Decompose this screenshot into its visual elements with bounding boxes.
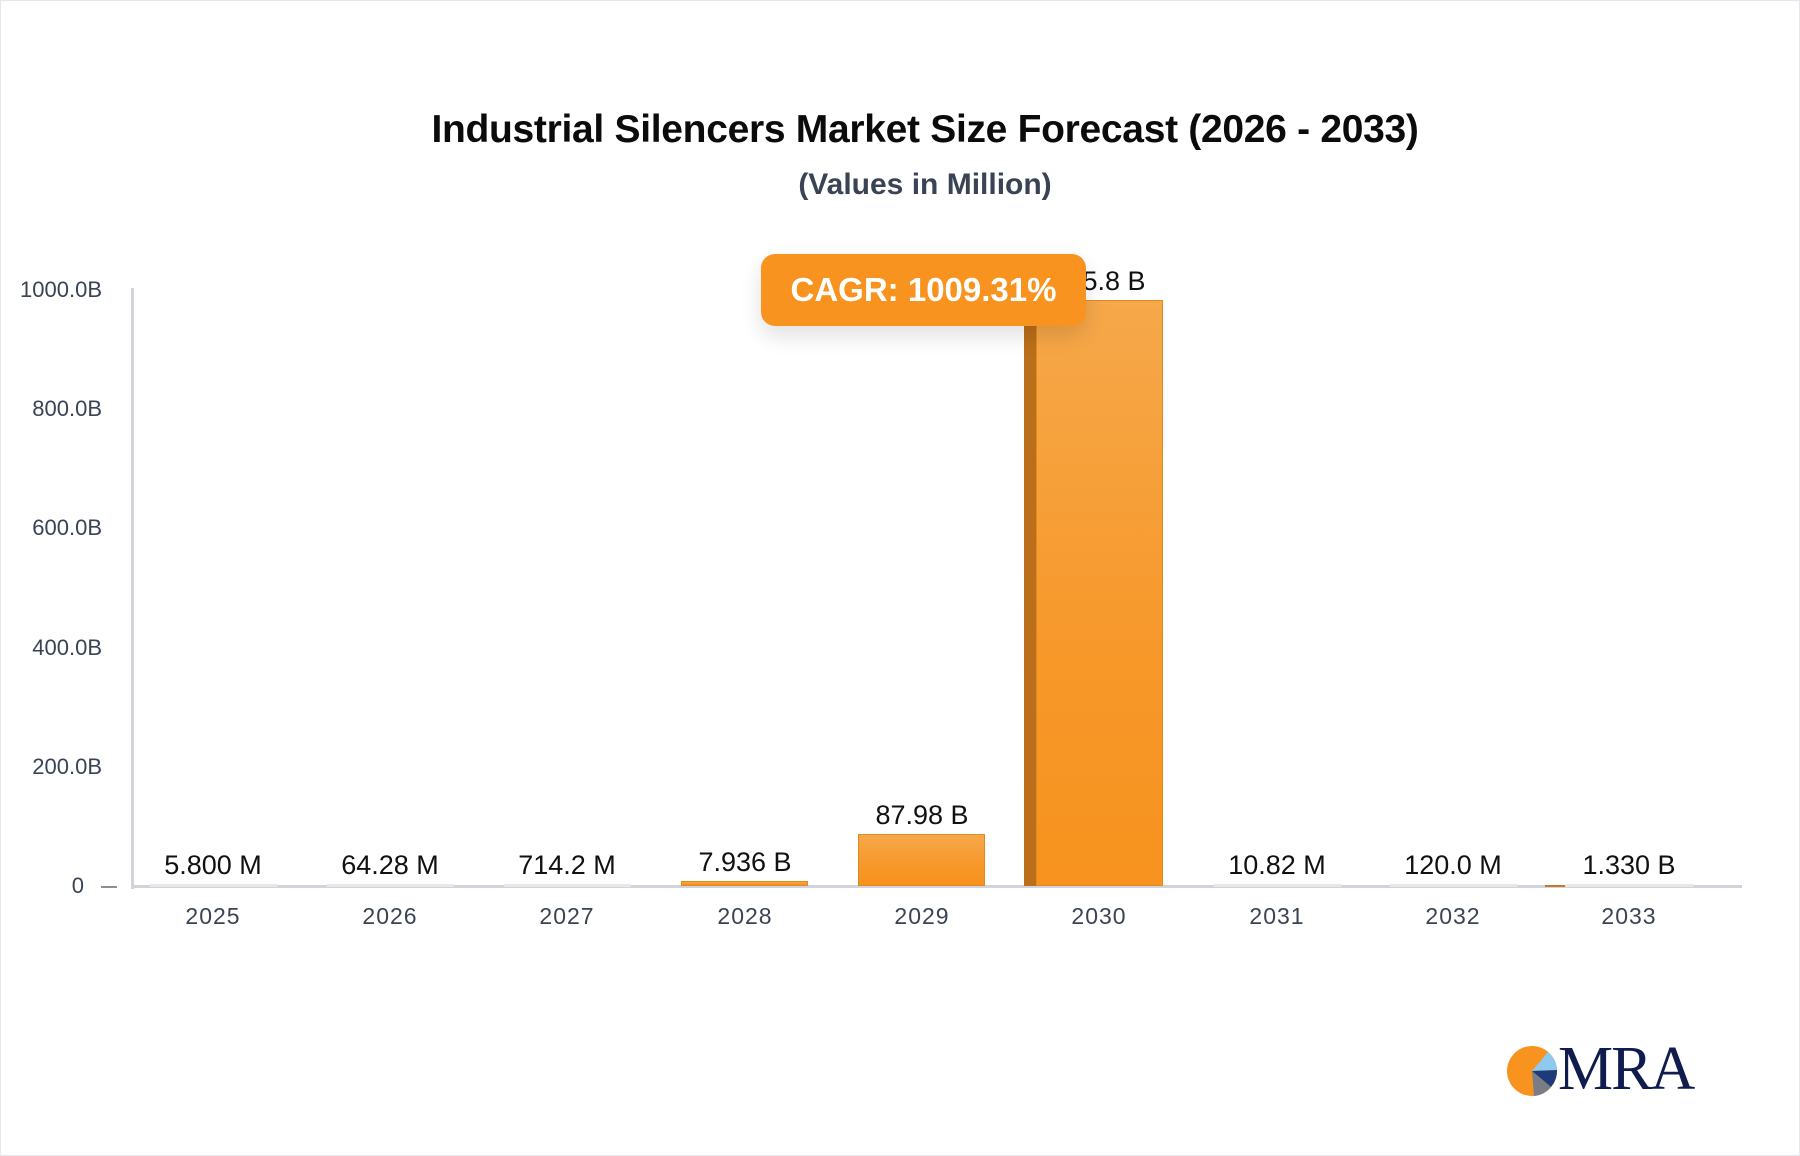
- y-tick-label: 600.0B: [32, 515, 102, 540]
- value-label: 87.98 B: [875, 800, 969, 830]
- x-tick-label: 2028: [717, 903, 773, 929]
- y-tick-mark: [101, 886, 117, 888]
- value-label: 64.28 M: [341, 850, 439, 880]
- value-label: 7.936 B: [698, 847, 792, 877]
- value-label: 5.800 M: [164, 850, 262, 880]
- bar-2032[interactable]: [1390, 884, 1517, 887]
- bar-2026[interactable]: [327, 884, 454, 887]
- y-tick-label: 0: [71, 873, 84, 898]
- value-label: 120.0 M: [1404, 850, 1502, 880]
- chart-subtitle: (Values in Million): [798, 168, 1052, 201]
- logo-text: MRA: [1558, 1035, 1695, 1103]
- x-axis-line: [131, 885, 1742, 888]
- value-label: 1.330 B: [1582, 850, 1676, 880]
- bar-2028[interactable]: [681, 881, 808, 886]
- bar-2025[interactable]: [150, 884, 277, 887]
- bar-2031[interactable]: [1214, 884, 1341, 887]
- y-tick-label: 400.0B: [32, 635, 102, 660]
- x-tick-label: 2033: [1601, 903, 1657, 929]
- mra-logo: MRA: [1506, 1036, 1696, 1102]
- x-tick-label: 2026: [362, 903, 418, 929]
- y-tick-label: 800.0B: [32, 396, 102, 421]
- x-tick-label: 2031: [1249, 903, 1305, 929]
- x-tick-label: 2025: [185, 903, 241, 929]
- bar-2033-sliver: [1545, 885, 1565, 887]
- x-tick-label: 2030: [1071, 903, 1127, 929]
- y-tick-label: 1000.0B: [20, 277, 102, 302]
- chart-title: Industrial Silencers Market Size Forecas…: [431, 108, 1419, 151]
- value-label: 714.2 M: [518, 850, 616, 880]
- bar-2030[interactable]: [1036, 300, 1163, 886]
- bar-2033[interactable]: [1566, 884, 1693, 887]
- cagr-badge: CAGR: 1009.31%: [761, 254, 1086, 326]
- x-tick-label: 2032: [1425, 903, 1481, 929]
- bar-2029[interactable]: [858, 834, 985, 886]
- x-tick-label: 2029: [894, 903, 950, 929]
- x-tick-label: 2027: [539, 903, 595, 929]
- y-axis-line: [131, 288, 134, 889]
- y-tick-label: 200.0B: [32, 754, 102, 779]
- bar-2027[interactable]: [504, 884, 631, 887]
- value-label: 10.82 M: [1228, 850, 1326, 880]
- pie-logo-icon: [1507, 1046, 1558, 1096]
- bar-2030-side: [1024, 300, 1036, 886]
